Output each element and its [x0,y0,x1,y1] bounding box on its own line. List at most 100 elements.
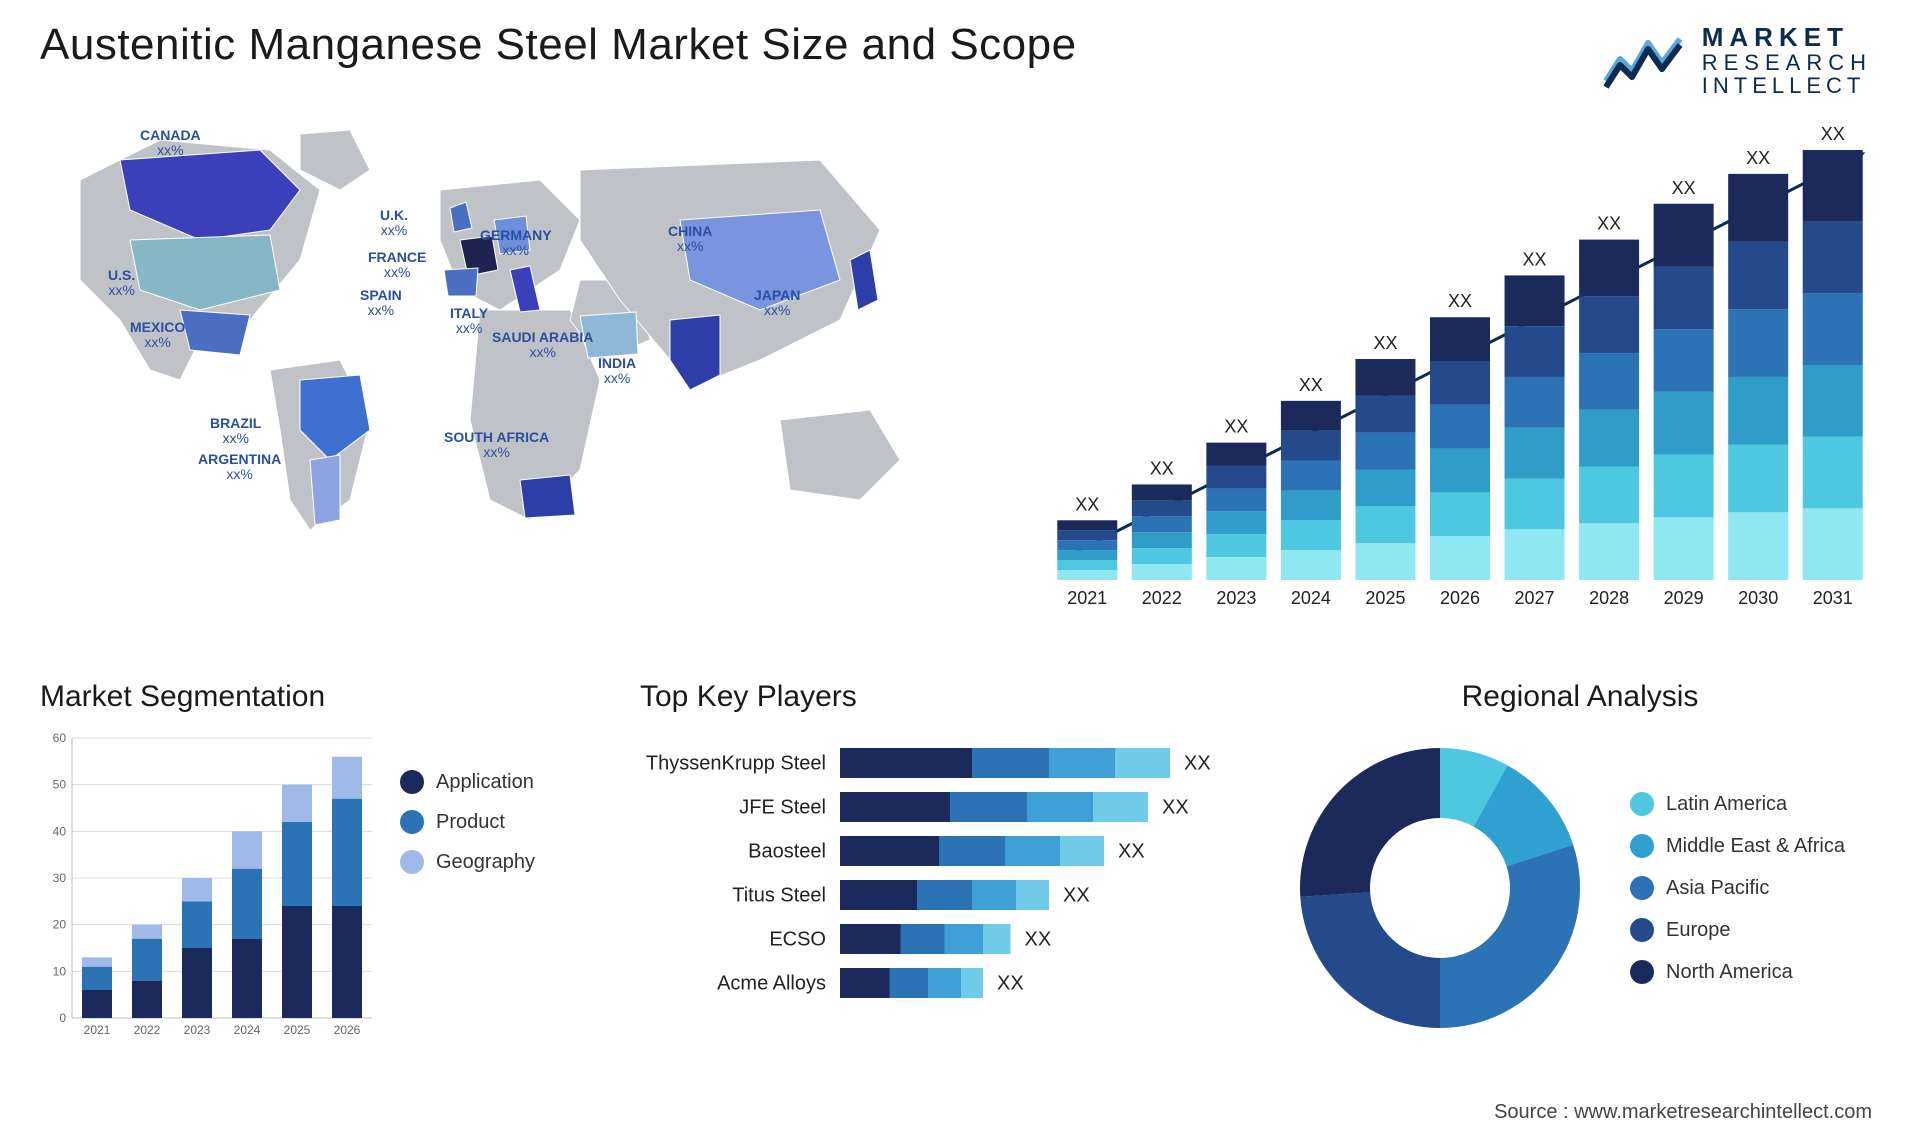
svg-text:XX: XX [997,973,1024,995]
svg-text:XX: XX [1672,178,1696,198]
segmentation-chart: 0102030405060202120222023202420252026 [40,728,380,1048]
map-country-name: FRANCE [368,250,426,265]
svg-text:40: 40 [53,824,67,838]
svg-text:2030: 2030 [1738,588,1778,608]
key-players-title: Top Key Players [640,680,1240,714]
svg-text:0: 0 [59,1011,66,1025]
svg-text:2031: 2031 [1813,588,1853,608]
svg-text:2025: 2025 [284,1023,311,1037]
svg-text:2021: 2021 [84,1023,111,1037]
legend-label: North America [1666,961,1793,984]
legend-swatch [1630,918,1654,942]
legend-label: Middle East & Africa [1666,835,1845,858]
brand-logo-text: MARKET RESEARCH INTELLECT [1702,24,1872,97]
brand-logo-line2: RESEARCH [1702,51,1872,74]
svg-text:2022: 2022 [134,1023,161,1037]
map-country-name: JAPAN [754,288,800,303]
map-country-value: xx% [668,239,712,254]
regional-legend: Latin America Middle East & Africa Asia Pa… [1630,792,1845,984]
map-country-value: xx% [108,283,135,298]
map-country-value: xx% [140,143,201,158]
map-label-germany: GERMANYxx% [480,228,552,259]
map-country-name: MEXICO [130,320,185,335]
key-players-chart: ThyssenKrupp SteelXXJFE SteelXXBaosteelX… [640,728,1240,1048]
segmentation-legend-item: Application [400,770,535,794]
legend-swatch [1630,834,1654,858]
map-country-name: INDIA [598,356,636,371]
source-line: Source : www.marketresearchintellect.com [1494,1101,1872,1124]
svg-text:2026: 2026 [1440,588,1480,608]
top-row: CANADAxx%U.S.xx%MEXICOxx%BRAZILxx%ARGENT… [40,120,1880,640]
svg-text:60: 60 [53,731,67,745]
map-label-canada: CANADAxx% [140,128,201,159]
regional-legend-item: Asia Pacific [1630,876,1845,900]
legend-swatch [400,850,424,874]
regional-body: Latin America Middle East & Africa Asia Pa… [1280,728,1880,1048]
svg-text:XX: XX [1075,494,1099,514]
segmentation-panel: Market Segmentation 01020304050602021202… [40,680,600,1070]
map-country-name: SAUDI ARABIA [492,330,593,345]
map-label-south-africa: SOUTH AFRICAxx% [444,430,549,461]
svg-text:XX: XX [1523,249,1547,269]
map-country-value: xx% [480,243,552,258]
map-label-argentina: ARGENTINAxx% [198,452,281,483]
svg-text:2023: 2023 [184,1023,211,1037]
map-label-u-s-: U.S.xx% [108,268,135,299]
legend-swatch [1630,792,1654,816]
svg-text:2029: 2029 [1664,588,1704,608]
svg-text:XX: XX [1821,124,1845,144]
map-country-value: xx% [450,321,488,336]
map-country-value: xx% [598,371,636,386]
svg-text:2021: 2021 [1067,588,1107,608]
map-country-name: BRAZIL [210,416,261,431]
svg-text:XX: XX [1224,417,1248,437]
regional-legend-item: Europe [1630,918,1845,942]
svg-text:XX: XX [1162,797,1189,819]
segmentation-legend-item: Geography [400,850,535,874]
legend-label: Europe [1666,919,1731,942]
svg-text:XX: XX [1150,458,1174,478]
legend-swatch [400,770,424,794]
svg-text:2028: 2028 [1589,588,1629,608]
legend-label: Latin America [1666,793,1787,816]
svg-text:XX: XX [1746,148,1770,168]
brand-logo-line1: MARKET [1702,24,1872,51]
segmentation-legend: Application Product Geography [400,770,535,874]
svg-text:Acme Alloys: Acme Alloys [717,973,826,995]
segmentation-legend-item: Product [400,810,535,834]
map-label-china: CHINAxx% [668,224,712,255]
svg-text:20: 20 [53,918,67,932]
regional-donut [1280,728,1600,1048]
svg-text:2027: 2027 [1515,588,1555,608]
legend-label: Geography [436,851,535,874]
legend-label: Asia Pacific [1666,877,1769,900]
segmentation-title: Market Segmentation [40,680,600,714]
map-country-name: U.S. [108,268,135,283]
svg-text:50: 50 [53,778,67,792]
svg-text:XX: XX [1118,841,1145,863]
map-country-value: xx% [130,335,185,350]
map-country-value: xx% [368,265,426,280]
map-label-u-k-: U.K.xx% [380,208,408,239]
map-label-brazil: BRAZILxx% [210,416,261,447]
regional-legend-item: North America [1630,960,1845,984]
svg-text:XX: XX [1184,753,1211,775]
map-label-spain: SPAINxx% [360,288,402,319]
brand-logo-line3: INTELLECT [1702,74,1872,97]
map-label-mexico: MEXICOxx% [130,320,185,351]
regional-panel: Regional Analysis Latin AmericaMiddle Ea… [1280,680,1880,1070]
svg-text:Baosteel: Baosteel [748,841,826,863]
svg-text:XX: XX [1597,214,1621,234]
legend-swatch [400,810,424,834]
map-label-italy: ITALYxx% [450,306,488,337]
svg-text:XX: XX [1025,929,1052,951]
svg-text:XX: XX [1299,375,1323,395]
svg-text:2024: 2024 [1291,588,1331,608]
svg-text:2024: 2024 [234,1023,261,1037]
brand-logo-mark [1602,31,1686,91]
map-label-france: FRANCExx% [368,250,426,281]
legend-label: Product [436,811,505,834]
svg-text:ECSO: ECSO [769,929,826,951]
forecast-chart: XX2021XX2022XX2023XX2024XX2025XX2026XX20… [1020,120,1880,620]
map-country-name: U.K. [380,208,408,223]
